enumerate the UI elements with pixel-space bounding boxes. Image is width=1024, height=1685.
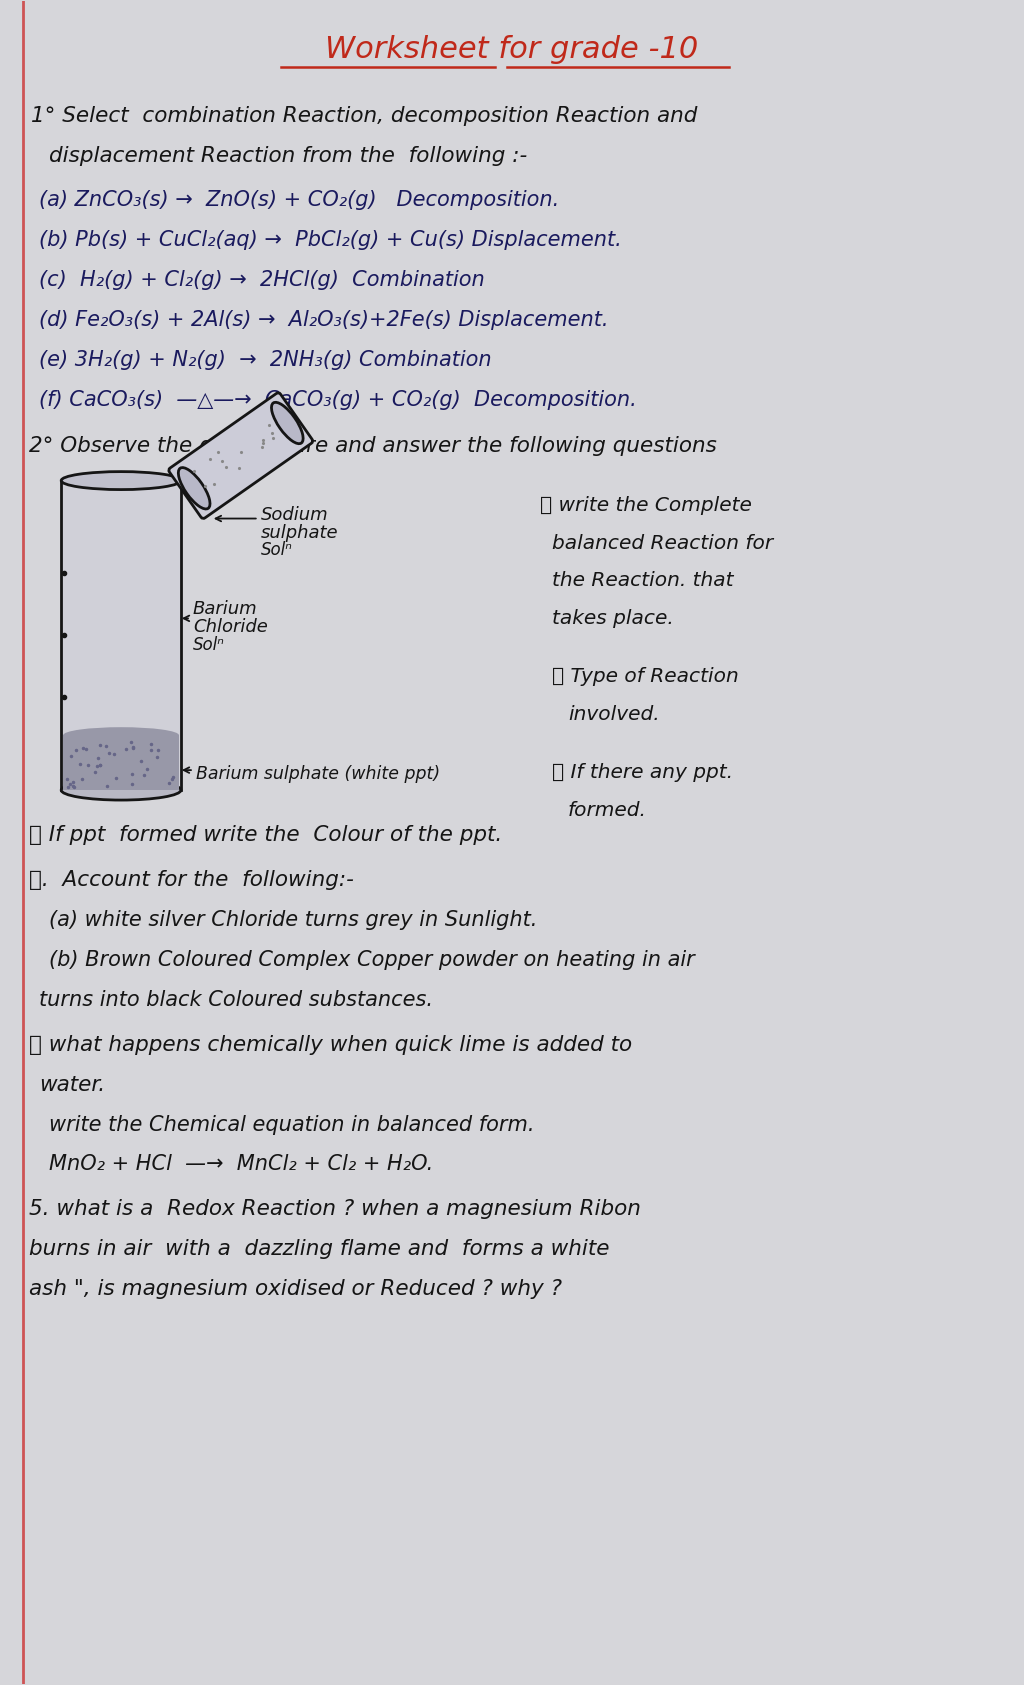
Ellipse shape [61, 472, 181, 490]
Text: Solⁿ: Solⁿ [193, 637, 224, 654]
Bar [63, 735, 179, 790]
Text: water.: water. [39, 1075, 105, 1095]
Text: ash ", is magnesium oxidised or Reduced ? why ?: ash ", is magnesium oxidised or Reduced … [30, 1279, 562, 1299]
Text: Solⁿ: Solⁿ [261, 541, 293, 559]
Text: Barium sulphate (white ppt): Barium sulphate (white ppt) [196, 765, 440, 784]
Text: formed.: formed. [568, 800, 647, 821]
FancyBboxPatch shape [169, 393, 312, 519]
Ellipse shape [63, 728, 179, 743]
Text: (e) 3H₂(g) + N₂(g)  →  2NH₃(g) Combination: (e) 3H₂(g) + N₂(g) → 2NH₃(g) Combination [39, 350, 492, 369]
Text: sulphate: sulphate [261, 524, 338, 541]
Text: (a) white silver Chloride turns grey in Sunlight.: (a) white silver Chloride turns grey in … [49, 910, 538, 930]
Text: ⓣ what happens chemically when quick lime is added to: ⓣ what happens chemically when quick lim… [30, 1035, 633, 1055]
Text: MnO₂ + HCl  —→  MnCl₂ + Cl₂ + H₂O.: MnO₂ + HCl —→ MnCl₂ + Cl₂ + H₂O. [49, 1154, 433, 1174]
Text: ⓒ If there any ppt.: ⓒ If there any ppt. [552, 763, 733, 782]
Text: ⓢ.  Account for the  following:-: ⓢ. Account for the following:- [30, 869, 354, 890]
Text: (a) ZnCO₃(s) →  ZnO(s) + CO₂(g)   Decomposition.: (a) ZnCO₃(s) → ZnO(s) + CO₂(g) Decomposi… [39, 190, 559, 211]
Text: Worksheet for grade -10: Worksheet for grade -10 [326, 35, 698, 64]
Text: (c)  H₂(g) + Cl₂(g) →  2HCl(g)  Combination: (c) H₂(g) + Cl₂(g) → 2HCl(g) Combination [39, 270, 485, 290]
Text: takes place.: takes place. [552, 610, 674, 629]
Text: 2° Observe the given figure and answer the following questions: 2° Observe the given figure and answer t… [30, 436, 717, 455]
Text: turns into black Coloured substances.: turns into black Coloured substances. [39, 989, 433, 1009]
Text: balanced Reaction for: balanced Reaction for [552, 534, 773, 553]
Text: ⓑ Type of Reaction: ⓑ Type of Reaction [552, 667, 738, 686]
Text: (d) Fe₂O₃(s) + 2Al(s) →  Al₂O₃(s)+2Fe(s) Displacement.: (d) Fe₂O₃(s) + 2Al(s) → Al₂O₃(s)+2Fe(s) … [39, 310, 609, 330]
Text: burns in air  with a  dazzling flame and  forms a white: burns in air with a dazzling flame and f… [30, 1240, 610, 1259]
Ellipse shape [271, 403, 303, 443]
Text: 1° Select  combination Reaction, decomposition Reaction and: 1° Select combination Reaction, decompos… [32, 106, 697, 126]
Ellipse shape [178, 468, 210, 509]
Text: Sodium: Sodium [261, 506, 329, 524]
Text: (b) Pb(s) + CuCl₂(aq) →  PbCl₂(g) + Cu(s) Displacement.: (b) Pb(s) + CuCl₂(aq) → PbCl₂(g) + Cu(s)… [39, 231, 622, 249]
Bar [61, 480, 181, 790]
Text: ⓐ write the Complete: ⓐ write the Complete [540, 495, 752, 514]
Text: Barium: Barium [193, 600, 257, 618]
Text: Chloride: Chloride [193, 618, 267, 637]
Text: 5. what is a  Redox Reaction ? when a magnesium Ribon: 5. what is a Redox Reaction ? when a mag… [30, 1200, 641, 1220]
Text: displacement Reaction from the  following :-: displacement Reaction from the following… [49, 147, 527, 167]
Ellipse shape [61, 780, 181, 800]
Text: (b) Brown Coloured Complex Copper powder on heating in air: (b) Brown Coloured Complex Copper powder… [49, 950, 695, 971]
Text: (f) CaCO₃(s)  —△—→  CaCO₃(g) + CO₂(g)  Decomposition.: (f) CaCO₃(s) —△—→ CaCO₃(g) + CO₂(g) Deco… [39, 389, 637, 409]
Text: write the Chemical equation in balanced form.: write the Chemical equation in balanced … [49, 1114, 535, 1134]
Text: ⓐ If ppt  formed write the  Colour of the ppt.: ⓐ If ppt formed write the Colour of the … [30, 826, 503, 846]
Text: the Reaction. that: the Reaction. that [552, 571, 733, 590]
Text: involved.: involved. [568, 706, 659, 725]
